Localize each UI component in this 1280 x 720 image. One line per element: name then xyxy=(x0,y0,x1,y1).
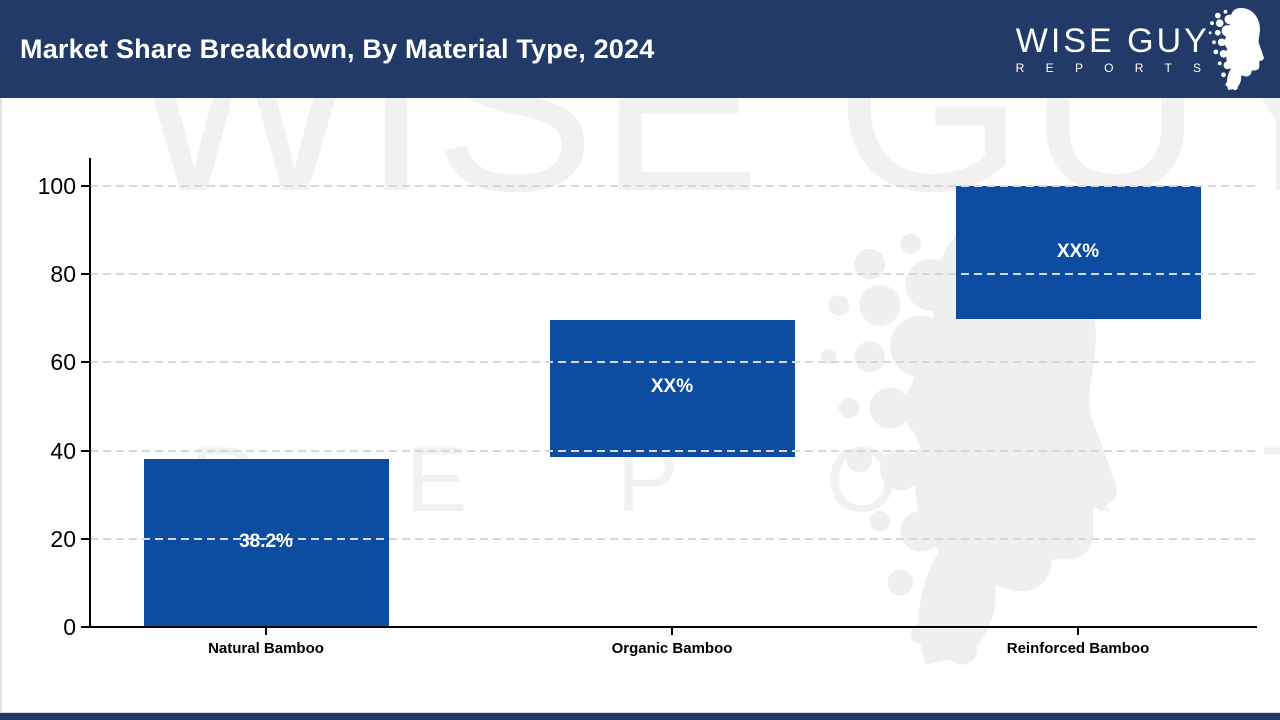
gridline xyxy=(90,185,1257,187)
y-axis-line xyxy=(89,158,91,628)
gridline xyxy=(90,449,1257,452)
y-tick-mark xyxy=(81,361,89,364)
y-tick-label: 0 xyxy=(63,614,76,640)
logo-wordmark: WISE GUY xyxy=(1015,21,1210,60)
y-tick-label: 60 xyxy=(50,349,76,376)
y-tick-mark xyxy=(81,626,89,628)
x-tick-mark xyxy=(671,628,673,635)
bar-value-label: 38.2% xyxy=(239,530,293,552)
y-tick-label: 80 xyxy=(50,261,76,288)
bar-value-label: XX% xyxy=(650,376,694,398)
bar xyxy=(955,186,1201,320)
chart-title: Market Share Breakdown, By Material Type… xyxy=(20,33,655,64)
y-tick-label: 20 xyxy=(50,525,76,552)
gridline xyxy=(90,361,1257,364)
wise-guy-logo: WISE GUY R E P O R T S xyxy=(1016,6,1280,92)
bar xyxy=(549,319,795,458)
y-tick-mark xyxy=(81,449,89,452)
logo-face-dots-icon xyxy=(1208,8,1264,91)
x-tick-mark xyxy=(265,628,267,635)
x-tick-label: Reinforced Bamboo xyxy=(1006,640,1150,657)
y-tick-mark xyxy=(81,537,89,540)
y-tick-mark xyxy=(81,185,89,187)
bar xyxy=(143,458,389,627)
x-tick-label: Natural Bamboo xyxy=(208,640,324,657)
y-tick-label: 40 xyxy=(50,437,76,464)
x-tick-label: Organic Bamboo xyxy=(611,640,733,657)
y-tick-mark xyxy=(81,273,89,276)
y-tick-label: 100 xyxy=(37,173,76,199)
x-axis-line xyxy=(89,626,1257,628)
header-bar: Market Share Breakdown, By Material Type… xyxy=(0,0,1280,98)
logo-subtitle: R E P O R T S xyxy=(1015,60,1210,75)
bar-value-label: XX% xyxy=(1056,240,1100,262)
footer-bar xyxy=(0,712,1280,720)
gridline xyxy=(90,273,1257,276)
logo-text: WISE GUY R E P O R T S xyxy=(1016,24,1210,75)
gridline xyxy=(90,537,1257,540)
x-tick-mark xyxy=(1077,628,1079,635)
